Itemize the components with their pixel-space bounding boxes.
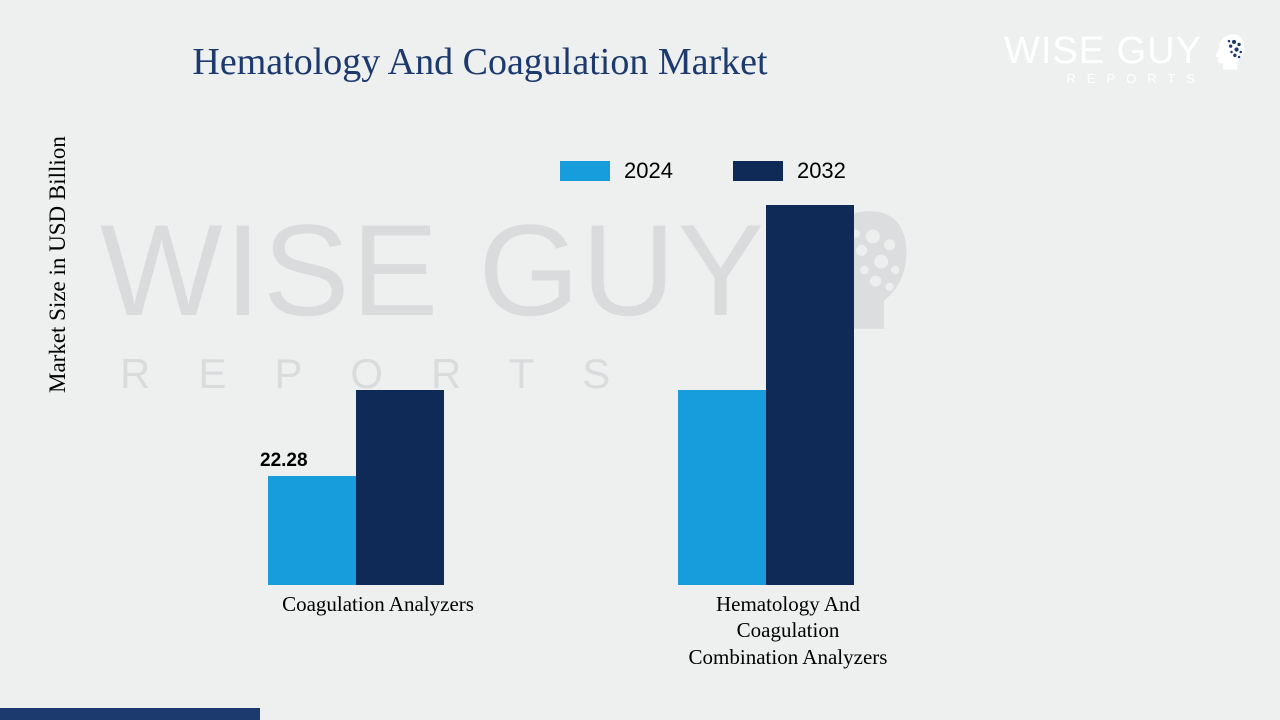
legend-label: 2024 <box>624 158 673 184</box>
legend-swatch <box>560 161 610 181</box>
logo-main-text: WISE GUY <box>1004 30 1202 73</box>
head-silhouette-icon <box>1208 31 1250 73</box>
legend-swatch <box>733 161 783 181</box>
legend-item-2024: 2024 <box>560 158 673 184</box>
legend-item-2032: 2032 <box>733 158 846 184</box>
bar-2032 <box>766 205 854 585</box>
bar-group: 22.28 Coagulation Analyzers <box>268 390 488 585</box>
bar-2024 <box>268 476 356 585</box>
logo-sub-text: REPORTS <box>990 71 1250 86</box>
bar-value-label: 22.28 <box>260 450 308 472</box>
y-axis-label: Market Size in USD Billion <box>45 136 71 393</box>
category-label: Coagulation Analyzers <box>278 585 478 617</box>
bottom-accent-bar <box>0 708 260 720</box>
category-label: Hematology And Coagulation Combination A… <box>688 585 888 670</box>
legend: 2024 2032 <box>560 158 846 184</box>
chart-canvas: WISE GUY REPORTS Hematology And Coagulat… <box>0 0 1280 720</box>
bar-2024 <box>678 390 766 585</box>
brand-logo: WISE GUY REPORTS <box>990 30 1250 86</box>
bar-2032 <box>356 390 444 585</box>
bar-group: Hematology And Coagulation Combination A… <box>678 205 898 585</box>
plot-area: 22.28 Coagulation Analyzers Hematology A… <box>120 195 960 585</box>
right-brand-panel <box>960 0 1280 720</box>
legend-label: 2032 <box>797 158 846 184</box>
chart-title: Hematology And Coagulation Market <box>0 40 960 84</box>
